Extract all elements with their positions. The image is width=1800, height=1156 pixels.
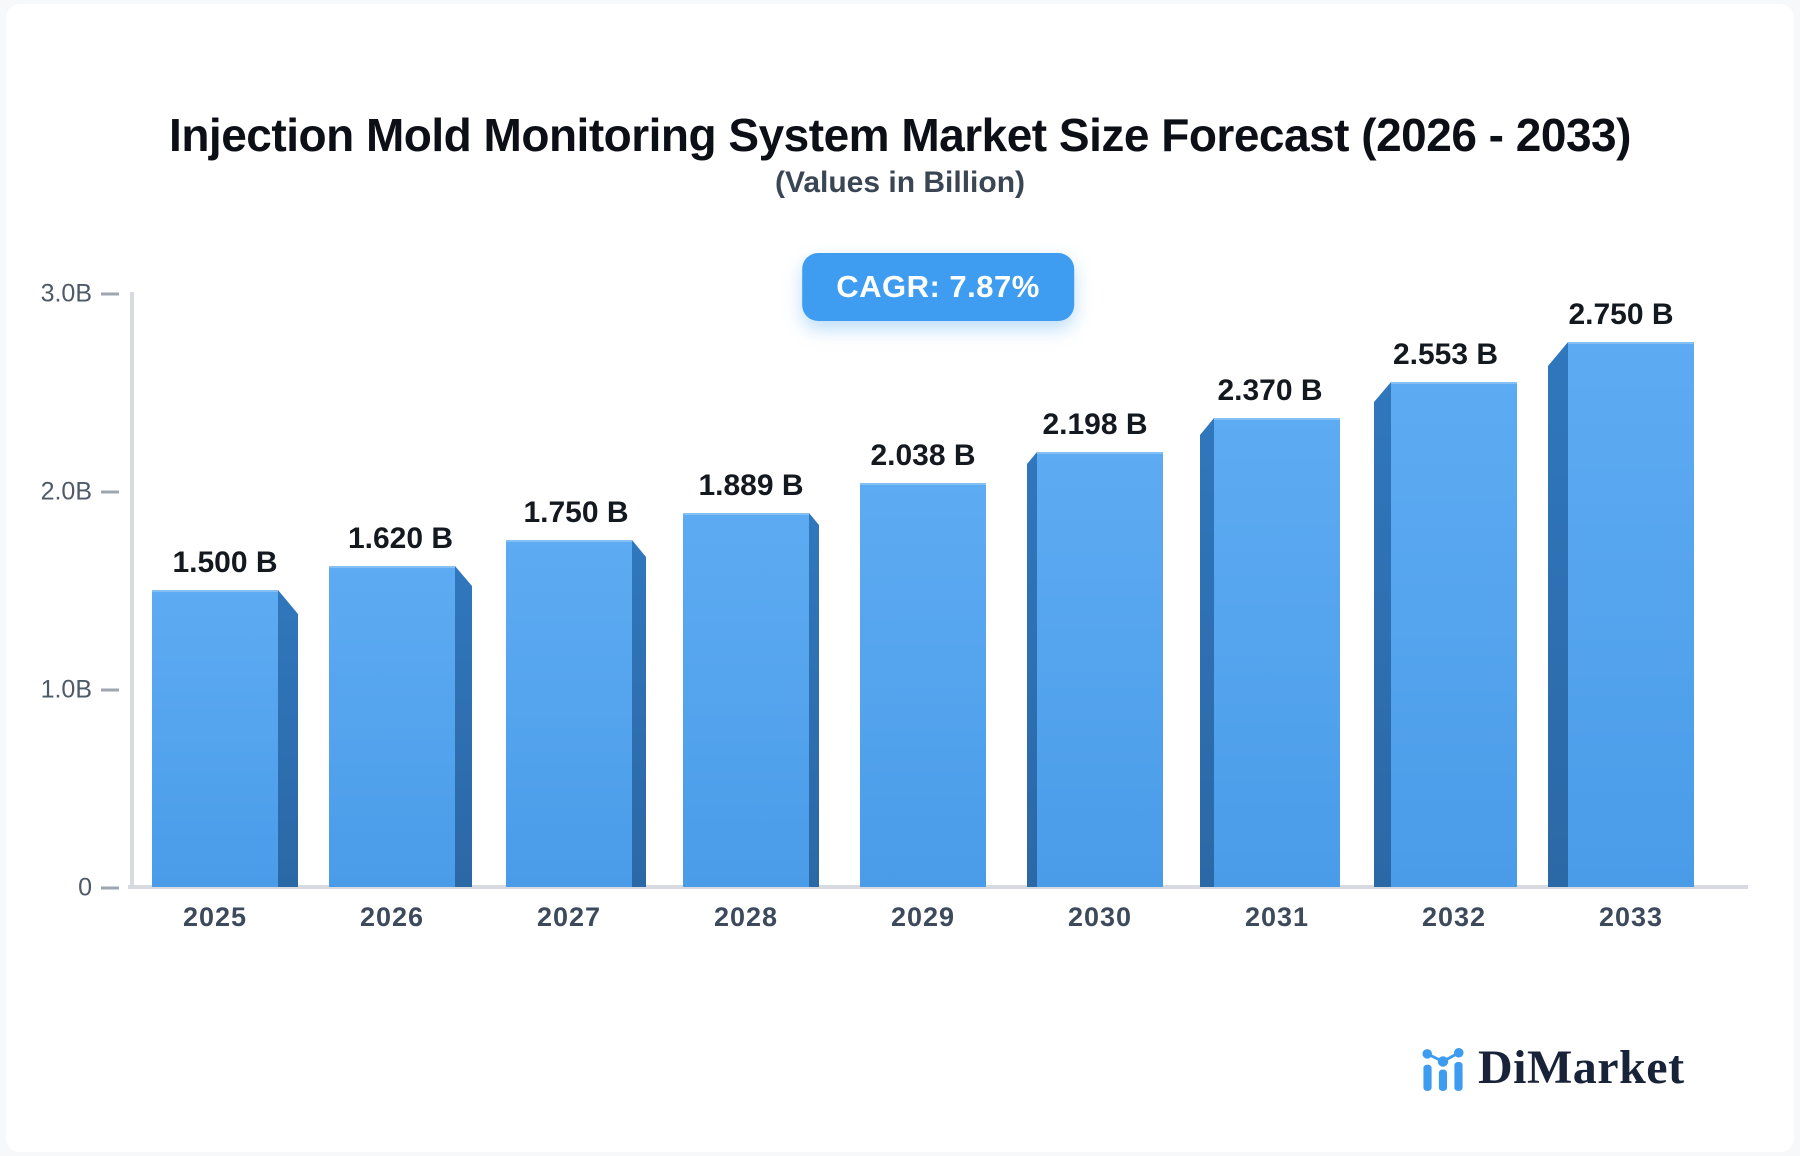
chart-title: Injection Mold Monitoring System Market … xyxy=(169,109,1631,161)
bar-side-2033 xyxy=(1548,342,1568,887)
bar-value-label-2029: 2.038 B xyxy=(870,439,976,472)
y-tick-label: 3.0B xyxy=(40,279,92,308)
bar-2029 xyxy=(860,483,986,887)
bar-side-2028 xyxy=(809,513,819,887)
x-category-label-2026: 2026 xyxy=(359,902,425,932)
bar-value-label-2031: 2.370 B xyxy=(1217,374,1323,407)
chart-subtitle: (Values in Billion) xyxy=(774,166,1026,199)
x-category-label-2027: 2027 xyxy=(536,902,602,932)
bar-value-label-2033: 2.750 B xyxy=(1568,298,1674,331)
y-tick-label: 2.0B xyxy=(40,477,92,506)
x-category-label-2029: 2029 xyxy=(890,902,956,932)
bar-2028 xyxy=(683,513,809,887)
y-axis-line xyxy=(130,292,134,887)
bar-2032 xyxy=(1391,382,1517,887)
bar-side-2031 xyxy=(1200,418,1214,887)
bar-value-label-2025: 1.500 B xyxy=(172,546,278,579)
x-category-label-2028: 2028 xyxy=(713,902,779,932)
bar-2030 xyxy=(1037,452,1163,887)
x-category-label-2031: 2031 xyxy=(1244,902,1310,932)
brand-logo: DiMarket xyxy=(1420,1040,1685,1095)
x-category-label-2032: 2032 xyxy=(1421,902,1487,932)
bar-2031 xyxy=(1214,418,1340,887)
bar-value-label-2030: 2.198 B xyxy=(1042,408,1148,441)
x-category-label-2033: 2033 xyxy=(1598,902,1664,932)
y-tick-dash xyxy=(101,292,119,296)
y-tick-dash xyxy=(101,688,119,692)
x-category-label-2030: 2030 xyxy=(1067,902,1133,932)
bar-value-label-2026: 1.620 B xyxy=(347,522,454,555)
bar-value-label-2028: 1.889 B xyxy=(698,469,804,502)
x-category-label-2025: 2025 xyxy=(182,902,248,932)
y-tick-dash xyxy=(101,490,119,494)
bar-side-2025 xyxy=(278,590,298,887)
y-tick-label: 0 xyxy=(78,873,92,902)
bar-side-2030 xyxy=(1027,452,1037,887)
bar-value-label-2032: 2.553 B xyxy=(1392,338,1499,371)
bar-side-2027 xyxy=(632,540,646,887)
bar-2025 xyxy=(152,590,278,887)
brand-logo-text: DiMarket xyxy=(1478,1041,1685,1094)
y-tick-label: 1.0B xyxy=(40,675,92,704)
bar-side-2026 xyxy=(455,566,472,887)
bar-side-2032 xyxy=(1374,382,1391,887)
bar-2026 xyxy=(329,566,455,887)
mini-bar-chart-icon xyxy=(1422,1047,1464,1091)
bar-value-label-2027: 1.750 B xyxy=(523,496,629,529)
x-axis-line xyxy=(128,885,1748,889)
cagr-badge: CAGR: 7.87% xyxy=(802,253,1074,321)
bar-2033 xyxy=(1568,342,1694,887)
y-tick-dash xyxy=(101,886,119,890)
bar-2027 xyxy=(506,540,632,887)
